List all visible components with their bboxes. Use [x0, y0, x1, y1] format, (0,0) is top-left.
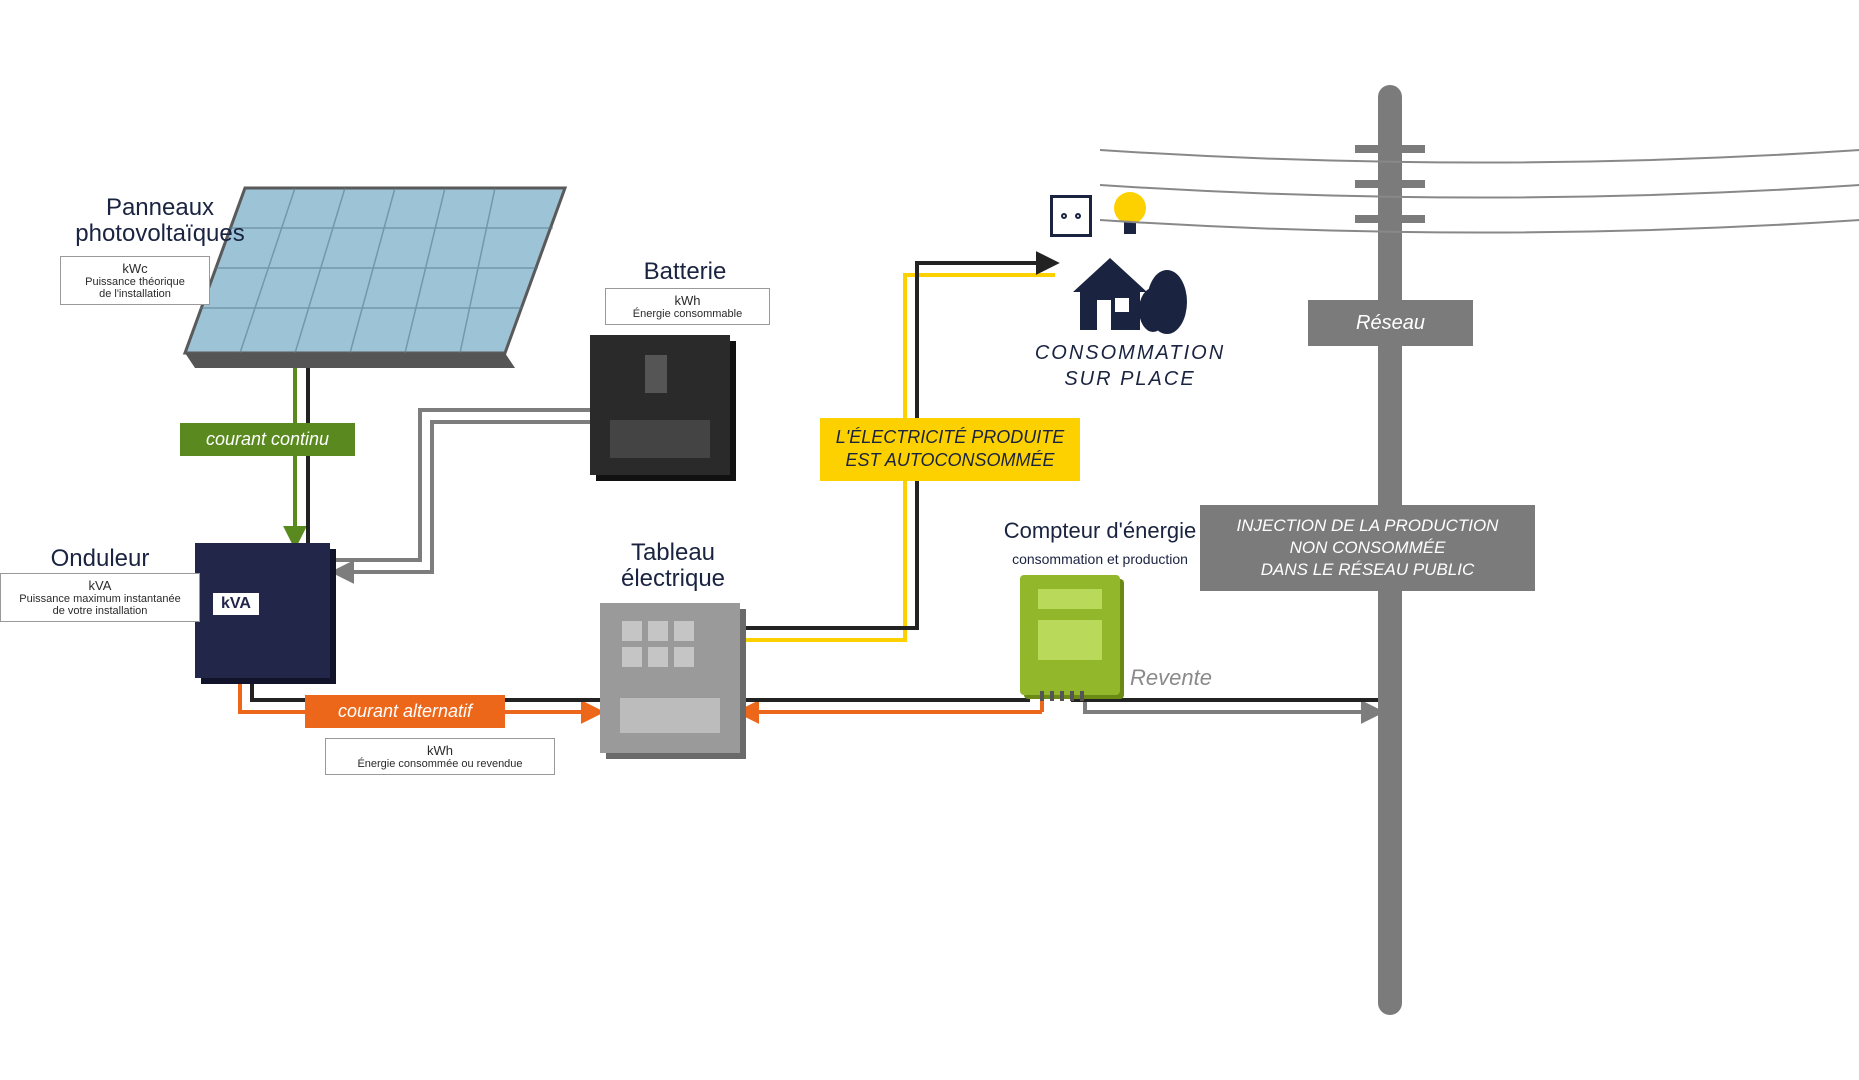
onduleur-title: Onduleur	[30, 545, 170, 573]
kwh-bottom-unit: kWh	[334, 743, 546, 758]
batterie-info-box: kWh Énergie consommable	[605, 288, 770, 325]
panneaux-unit: kWc	[69, 261, 201, 276]
reseau-tag: Réseau	[1308, 300, 1473, 346]
onduleur-body: kVA	[195, 543, 330, 678]
compteur-body	[1020, 575, 1120, 695]
kwh-bottom-box: kWh Énergie consommée ou revendue	[325, 738, 555, 775]
panneaux-info-box: kWc Puissance théorique de l'installatio…	[60, 256, 210, 305]
tableau-title: Tableau électrique	[593, 540, 753, 593]
panneaux-title: Panneaux photovoltaïques	[60, 195, 260, 248]
pylon-crossbar-1	[1355, 145, 1425, 153]
onduleur-to-batterie-grey-bot	[335, 422, 590, 572]
batterie-desc: Énergie consommable	[614, 308, 761, 320]
compteur-subtitle: consommation et production	[1012, 551, 1188, 567]
pylon-wires	[1100, 140, 1859, 260]
kwh-bottom-desc: Énergie consommée ou revendue	[334, 758, 546, 770]
batterie-body	[590, 335, 730, 475]
consommation-label: CONSOMMATION SUR PLACE	[1000, 340, 1260, 392]
house-icon	[1055, 250, 1195, 335]
courant-alternatif-tag: courant alternatif	[305, 695, 505, 728]
tableau-body	[600, 603, 740, 753]
autoconsommee-line1: L'ÉLECTRICITÉ PRODUITE	[834, 426, 1066, 449]
onduleur-to-batterie-grey-top	[335, 410, 590, 560]
compteur-title: Compteur d'énergie consommation et produ…	[970, 518, 1230, 570]
autoconsommee-tag: L'ÉLECTRICITÉ PRODUITE EST AUTOCONSOMMÉE	[820, 418, 1080, 481]
onduleur-info-box: kVA Puissance maximum instantanée de vot…	[0, 573, 200, 622]
panneaux-desc: Puissance théorique de l'installation	[69, 276, 201, 300]
pylon-crossbar-2	[1355, 180, 1425, 188]
diagram-canvas: Panneaux photovoltaïques kWc Puissance t…	[0, 0, 1859, 1080]
compteur-to-grid-black	[1073, 695, 1380, 700]
plug-icon	[1050, 195, 1092, 237]
compteur-to-grid-grey	[1085, 695, 1380, 712]
onduleur-unit: kVA	[9, 578, 191, 593]
compteur-title-text: Compteur d'énergie	[1004, 518, 1197, 543]
revente-label: Revente	[1130, 665, 1212, 691]
onduleur-desc: Puissance maximum instantanée de votre i…	[9, 593, 191, 617]
pylon-crossbar-3	[1355, 215, 1425, 223]
batterie-title: Batterie	[615, 258, 755, 286]
onduleur-badge: kVA	[213, 593, 259, 615]
batterie-unit: kWh	[614, 293, 761, 308]
autoconsommee-line2: EST AUTOCONSOMMÉE	[834, 449, 1066, 472]
injection-tag: INJECTION DE LA PRODUCTION NON CONSOMMÉE…	[1200, 505, 1535, 591]
courant-continu-tag: courant continu	[180, 423, 355, 456]
